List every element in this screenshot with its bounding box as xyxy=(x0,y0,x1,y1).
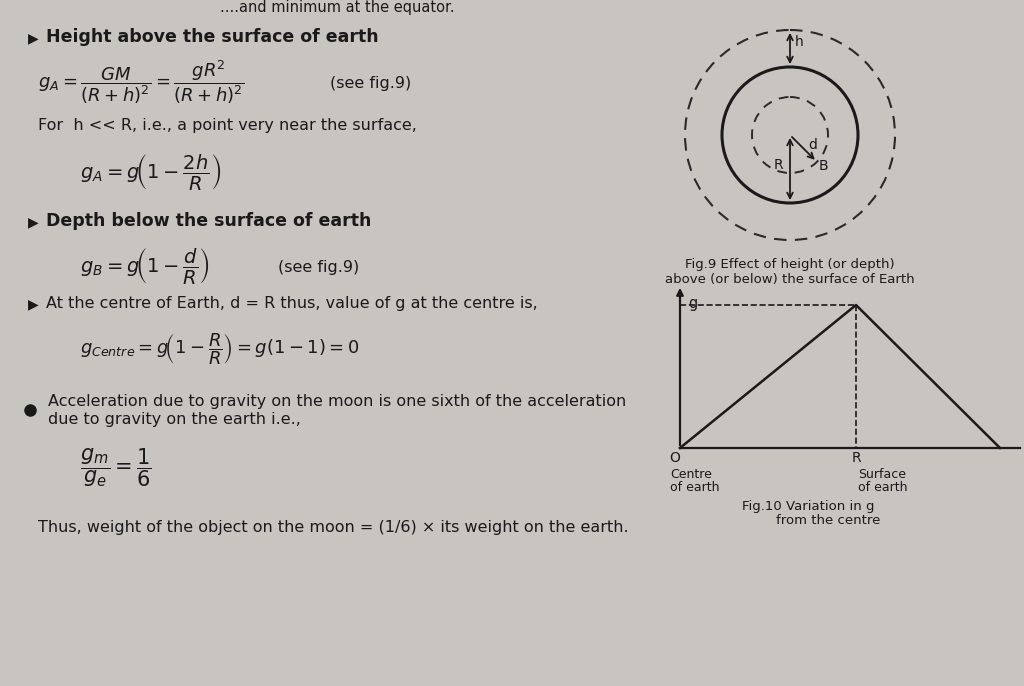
Text: Fig.10 Variation in g: Fig.10 Variation in g xyxy=(741,500,874,513)
Text: B: B xyxy=(819,159,828,173)
Text: $g_{Centre} = g\!\left(1-\dfrac{R}{R}\right) = g(1-1) = 0$: $g_{Centre} = g\!\left(1-\dfrac{R}{R}\ri… xyxy=(80,331,359,367)
Text: ....and minimum at the equator.: ....and minimum at the equator. xyxy=(220,0,455,15)
Text: Depth below the surface of earth: Depth below the surface of earth xyxy=(46,212,372,230)
Text: $\dfrac{g_m}{g_e} = \dfrac{1}{6}$: $\dfrac{g_m}{g_e} = \dfrac{1}{6}$ xyxy=(80,447,152,489)
Text: h: h xyxy=(795,34,804,49)
Text: Fig.9 Effect of height (or depth): Fig.9 Effect of height (or depth) xyxy=(685,258,895,271)
Text: At the centre of Earth, d = R thus, value of g at the centre is,: At the centre of Earth, d = R thus, valu… xyxy=(46,296,538,311)
Text: R: R xyxy=(851,451,861,465)
Text: Acceleration due to gravity on the moon is one sixth of the acceleration: Acceleration due to gravity on the moon … xyxy=(48,394,627,409)
Text: ▶: ▶ xyxy=(28,31,39,45)
Text: ▶: ▶ xyxy=(28,215,39,229)
Text: For  h << R, i.e., a point very near the surface,: For h << R, i.e., a point very near the … xyxy=(38,118,417,133)
Text: $g_A = \dfrac{GM}{(R+h)^2} = \dfrac{gR^2}{(R+h)^2}$: $g_A = \dfrac{GM}{(R+h)^2} = \dfrac{gR^2… xyxy=(38,58,245,106)
Text: Centre: Centre xyxy=(670,468,712,481)
Text: $g_B = g\!\left(1-\dfrac{d}{R}\right)$: $g_B = g\!\left(1-\dfrac{d}{R}\right)$ xyxy=(80,246,210,286)
Text: of earth: of earth xyxy=(670,481,720,494)
Text: above (or below) the surface of Earth: above (or below) the surface of Earth xyxy=(666,273,914,286)
Text: O: O xyxy=(670,451,680,465)
Text: (see fig.9): (see fig.9) xyxy=(278,260,359,275)
Text: Height above the surface of earth: Height above the surface of earth xyxy=(46,28,379,46)
Text: (see fig.9): (see fig.9) xyxy=(330,76,412,91)
Text: Surface: Surface xyxy=(858,468,906,481)
Text: d: d xyxy=(808,138,817,152)
Text: due to gravity on the earth i.e.,: due to gravity on the earth i.e., xyxy=(48,412,301,427)
Text: of earth: of earth xyxy=(858,481,907,494)
Text: $g_A = g\!\left(1-\dfrac{2h}{R}\right)$: $g_A = g\!\left(1-\dfrac{2h}{R}\right)$ xyxy=(80,152,221,192)
Text: R: R xyxy=(774,158,783,172)
Text: ▶: ▶ xyxy=(28,297,39,311)
Text: Thus, weight of the object on the moon = (1/6) × its weight on the earth.: Thus, weight of the object on the moon =… xyxy=(38,520,629,535)
Text: from the centre: from the centre xyxy=(776,514,881,527)
Text: g: g xyxy=(688,296,697,311)
